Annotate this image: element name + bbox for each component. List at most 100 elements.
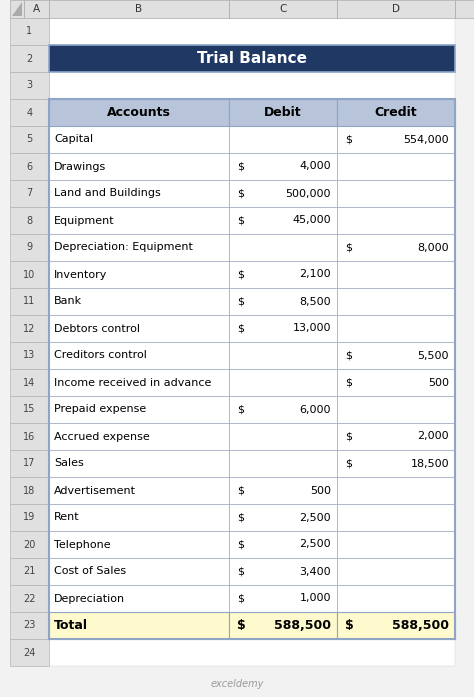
Text: Bank: Bank (54, 296, 82, 307)
Bar (49, 450, 229, 477)
Bar (10, 18, 49, 45)
Text: $: $ (237, 270, 244, 279)
Text: Prepaid expense: Prepaid expense (54, 404, 146, 415)
Text: $: $ (345, 459, 352, 468)
Text: 2: 2 (27, 54, 33, 63)
Text: Rent: Rent (54, 512, 80, 523)
Bar (337, 180, 455, 207)
Bar (337, 315, 455, 342)
Text: Creditors control: Creditors control (54, 351, 147, 360)
Text: 2,100: 2,100 (300, 270, 331, 279)
Bar (10, 504, 49, 531)
Bar (49, 153, 229, 180)
Text: Inventory: Inventory (54, 270, 108, 279)
Bar (455, 0, 474, 18)
Text: 6: 6 (27, 162, 33, 171)
Bar (49, 99, 229, 126)
Text: Land and Buildings: Land and Buildings (54, 188, 161, 199)
Text: 22: 22 (23, 594, 36, 604)
Text: 1: 1 (27, 26, 33, 36)
Bar (10, 612, 49, 639)
Bar (49, 585, 455, 612)
Bar (49, 639, 455, 666)
Bar (49, 45, 455, 72)
Text: 3: 3 (27, 80, 33, 91)
Bar (229, 126, 337, 153)
Text: 10: 10 (23, 270, 36, 279)
Text: $: $ (237, 512, 244, 523)
Bar (229, 504, 337, 531)
Text: 8,000: 8,000 (418, 243, 449, 252)
Bar (229, 396, 337, 423)
Text: 500,000: 500,000 (285, 188, 331, 199)
Text: 7: 7 (27, 188, 33, 199)
Text: Equipment: Equipment (54, 215, 115, 226)
Bar (337, 423, 455, 450)
Text: 500: 500 (428, 378, 449, 388)
Polygon shape (12, 2, 22, 16)
Text: 18: 18 (23, 486, 36, 496)
Bar (337, 234, 455, 261)
Bar (49, 531, 455, 558)
Text: $: $ (345, 619, 354, 632)
Bar (49, 531, 229, 558)
Bar (49, 288, 455, 315)
Bar (49, 423, 455, 450)
Text: Debtors control: Debtors control (54, 323, 140, 333)
Bar (49, 126, 455, 153)
Text: Cost of Sales: Cost of Sales (54, 567, 126, 576)
Text: C: C (279, 4, 287, 14)
Bar (49, 396, 229, 423)
Text: 4,000: 4,000 (300, 162, 331, 171)
Text: 588,500: 588,500 (274, 619, 331, 632)
Text: $: $ (237, 567, 244, 576)
Bar (49, 504, 455, 531)
Bar (49, 342, 455, 369)
Text: 15: 15 (23, 404, 36, 415)
Text: 11: 11 (23, 296, 36, 307)
Bar (229, 423, 337, 450)
Bar (10, 477, 49, 504)
Bar (337, 126, 455, 153)
Bar (10, 0, 24, 18)
Text: $: $ (345, 135, 352, 144)
Bar (49, 342, 229, 369)
Bar (49, 99, 455, 126)
Text: $: $ (237, 594, 244, 604)
Bar (10, 180, 49, 207)
Text: 8,500: 8,500 (300, 296, 331, 307)
Bar (49, 234, 229, 261)
Bar (337, 342, 455, 369)
Bar (337, 99, 455, 126)
Bar (337, 504, 455, 531)
Text: B: B (136, 4, 143, 14)
Bar (229, 585, 337, 612)
Bar (49, 72, 455, 99)
Bar (49, 18, 455, 45)
Text: Depreciation: Equipment: Depreciation: Equipment (54, 243, 193, 252)
Bar (10, 261, 49, 288)
Text: Accounts: Accounts (107, 106, 171, 119)
Text: A: A (33, 4, 40, 14)
Text: $: $ (237, 323, 244, 333)
Bar (10, 585, 49, 612)
Text: 18,500: 18,500 (410, 459, 449, 468)
Text: 24: 24 (23, 648, 36, 657)
Bar (337, 531, 455, 558)
Bar (49, 180, 455, 207)
Text: 9: 9 (27, 243, 33, 252)
Text: D: D (392, 4, 400, 14)
Text: 6,000: 6,000 (300, 404, 331, 415)
Bar (10, 423, 49, 450)
Text: 1,000: 1,000 (300, 594, 331, 604)
Bar (10, 207, 49, 234)
Bar (49, 423, 229, 450)
Bar (10, 99, 49, 126)
Bar (229, 369, 337, 396)
Bar (49, 207, 455, 234)
Text: Telephone: Telephone (54, 539, 110, 549)
Text: 4: 4 (27, 107, 33, 118)
Bar (229, 207, 337, 234)
Text: Advertisement: Advertisement (54, 486, 136, 496)
Bar (229, 342, 337, 369)
